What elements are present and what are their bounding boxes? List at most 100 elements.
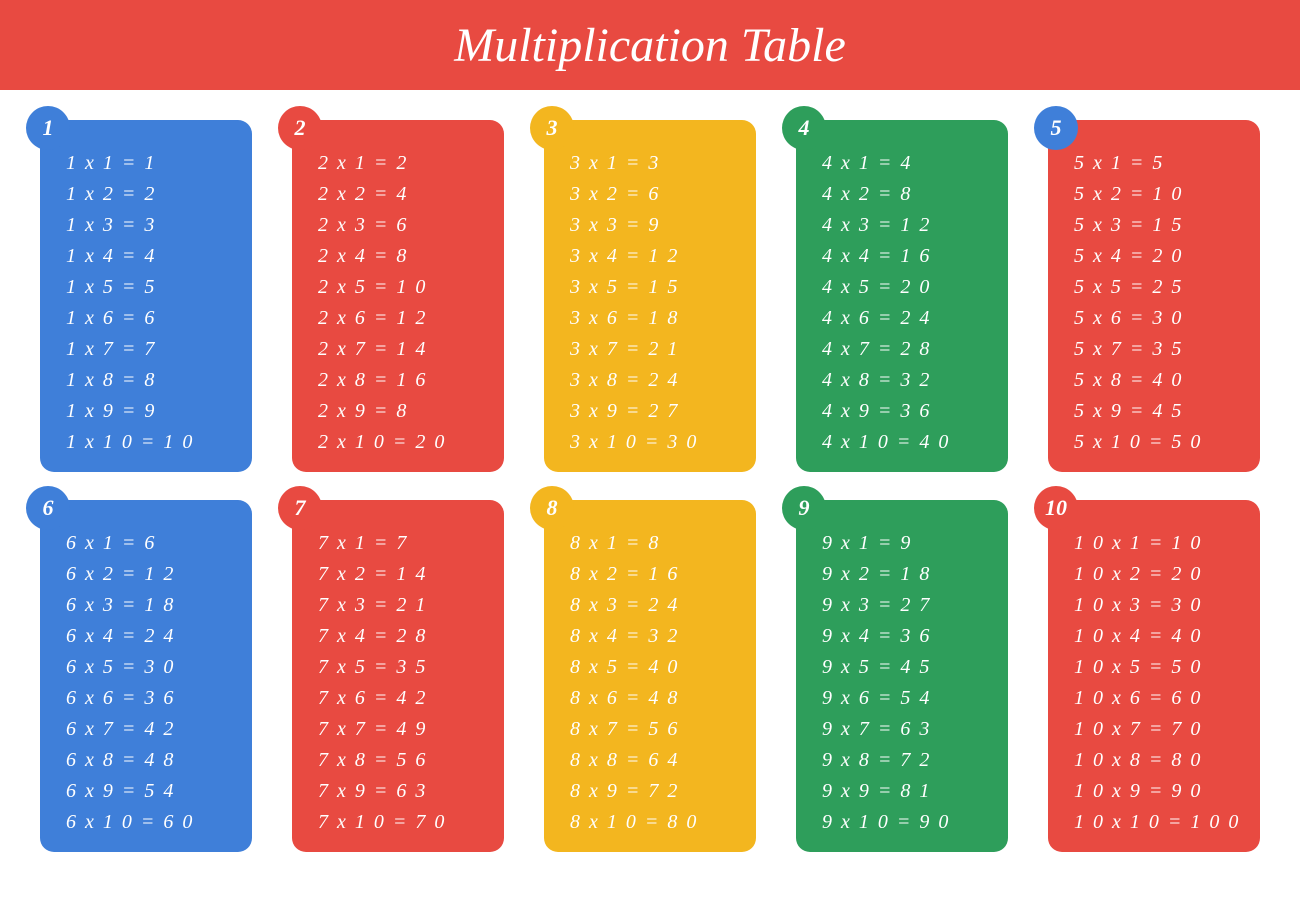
equation-row: 7 x 8 = 5 6 — [318, 745, 486, 776]
equation-row: 8 x 6 = 4 8 — [570, 683, 738, 714]
equation-row: 7 x 1 = 7 — [318, 528, 486, 559]
equation-row: 4 x 9 = 3 6 — [822, 396, 990, 427]
equation-row: 4 x 2 = 8 — [822, 179, 990, 210]
equation-row: 7 x 1 0 = 7 0 — [318, 807, 486, 838]
equation-row: 6 x 5 = 3 0 — [66, 652, 234, 683]
equation-row: 5 x 8 = 4 0 — [1074, 365, 1242, 396]
equation-row: 5 x 3 = 1 5 — [1074, 210, 1242, 241]
equation-row: 8 x 2 = 1 6 — [570, 559, 738, 590]
equation-row: 9 x 5 = 4 5 — [822, 652, 990, 683]
equation-row: 8 x 7 = 5 6 — [570, 714, 738, 745]
times-table-card-1: 11 x 1 = 11 x 2 = 21 x 3 = 31 x 4 = 41 x… — [40, 120, 252, 472]
times-table-card-7: 77 x 1 = 77 x 2 = 1 47 x 3 = 2 17 x 4 = … — [292, 500, 504, 852]
card-number-badge: 8 — [530, 486, 574, 530]
equation-row: 6 x 2 = 1 2 — [66, 559, 234, 590]
equation-row: 3 x 5 = 1 5 — [570, 272, 738, 303]
times-table-card-10: 101 0 x 1 = 1 01 0 x 2 = 2 01 0 x 3 = 3 … — [1048, 500, 1260, 852]
equation-row: 2 x 4 = 8 — [318, 241, 486, 272]
page-title: Multiplication Table — [454, 18, 846, 73]
equation-row: 8 x 8 = 6 4 — [570, 745, 738, 776]
equation-row: 6 x 1 0 = 6 0 — [66, 807, 234, 838]
equation-row: 1 x 3 = 3 — [66, 210, 234, 241]
card-number-badge: 7 — [278, 486, 322, 530]
equation-row: 6 x 6 = 3 6 — [66, 683, 234, 714]
card-number-badge: 2 — [278, 106, 322, 150]
equation-row: 3 x 1 = 3 — [570, 148, 738, 179]
equation-row: 9 x 2 = 1 8 — [822, 559, 990, 590]
equation-row: 9 x 1 = 9 — [822, 528, 990, 559]
equation-row: 3 x 2 = 6 — [570, 179, 738, 210]
equation-row: 1 0 x 6 = 6 0 — [1074, 683, 1242, 714]
times-table-card-9: 99 x 1 = 99 x 2 = 1 89 x 3 = 2 79 x 4 = … — [796, 500, 1008, 852]
equation-row: 3 x 4 = 1 2 — [570, 241, 738, 272]
equation-row: 6 x 3 = 1 8 — [66, 590, 234, 621]
card-number-badge: 3 — [530, 106, 574, 150]
equation-row: 8 x 1 = 8 — [570, 528, 738, 559]
equation-row: 5 x 4 = 2 0 — [1074, 241, 1242, 272]
equation-row: 6 x 1 = 6 — [66, 528, 234, 559]
equation-row: 8 x 3 = 2 4 — [570, 590, 738, 621]
equation-row: 9 x 8 = 7 2 — [822, 745, 990, 776]
equation-row: 4 x 5 = 2 0 — [822, 272, 990, 303]
equation-row: 6 x 9 = 5 4 — [66, 776, 234, 807]
equation-row: 5 x 9 = 4 5 — [1074, 396, 1242, 427]
equation-row: 6 x 8 = 4 8 — [66, 745, 234, 776]
equation-row: 6 x 4 = 2 4 — [66, 621, 234, 652]
equation-row: 7 x 4 = 2 8 — [318, 621, 486, 652]
equation-row: 1 0 x 7 = 7 0 — [1074, 714, 1242, 745]
equation-row: 9 x 3 = 2 7 — [822, 590, 990, 621]
equation-row: 7 x 6 = 4 2 — [318, 683, 486, 714]
times-table-card-2: 22 x 1 = 22 x 2 = 42 x 3 = 62 x 4 = 82 x… — [292, 120, 504, 472]
equation-row: 7 x 5 = 3 5 — [318, 652, 486, 683]
equation-row: 7 x 9 = 6 3 — [318, 776, 486, 807]
equation-row: 5 x 6 = 3 0 — [1074, 303, 1242, 334]
equation-row: 3 x 9 = 2 7 — [570, 396, 738, 427]
equation-row: 8 x 1 0 = 8 0 — [570, 807, 738, 838]
equation-row: 8 x 9 = 7 2 — [570, 776, 738, 807]
card-number-badge: 9 — [782, 486, 826, 530]
equation-row: 3 x 8 = 2 4 — [570, 365, 738, 396]
equation-row: 4 x 8 = 3 2 — [822, 365, 990, 396]
equation-row: 1 x 6 = 6 — [66, 303, 234, 334]
equation-row: 2 x 8 = 1 6 — [318, 365, 486, 396]
equation-row: 2 x 6 = 1 2 — [318, 303, 486, 334]
card-number-badge: 4 — [782, 106, 826, 150]
equation-row: 3 x 7 = 2 1 — [570, 334, 738, 365]
times-table-card-8: 88 x 1 = 88 x 2 = 1 68 x 3 = 2 48 x 4 = … — [544, 500, 756, 852]
equation-row: 9 x 4 = 3 6 — [822, 621, 990, 652]
equation-row: 1 x 5 = 5 — [66, 272, 234, 303]
equation-row: 8 x 4 = 3 2 — [570, 621, 738, 652]
equation-row: 2 x 9 = 8 — [318, 396, 486, 427]
equation-row: 1 0 x 1 0 = 1 0 0 — [1074, 807, 1242, 838]
equation-row: 2 x 5 = 1 0 — [318, 272, 486, 303]
card-number-badge: 1 — [26, 106, 70, 150]
tables-grid: 11 x 1 = 11 x 2 = 21 x 3 = 31 x 4 = 41 x… — [0, 90, 1300, 872]
equation-row: 2 x 3 = 6 — [318, 210, 486, 241]
equation-row: 1 0 x 1 = 1 0 — [1074, 528, 1242, 559]
equation-row: 9 x 6 = 5 4 — [822, 683, 990, 714]
page-title-banner: Multiplication Table — [0, 0, 1300, 90]
equation-row: 5 x 5 = 2 5 — [1074, 272, 1242, 303]
equation-row: 2 x 7 = 1 4 — [318, 334, 486, 365]
equation-row: 1 0 x 9 = 9 0 — [1074, 776, 1242, 807]
equation-row: 2 x 1 = 2 — [318, 148, 486, 179]
equation-row: 1 x 9 = 9 — [66, 396, 234, 427]
equation-row: 6 x 7 = 4 2 — [66, 714, 234, 745]
equation-row: 8 x 5 = 4 0 — [570, 652, 738, 683]
equation-row: 7 x 3 = 2 1 — [318, 590, 486, 621]
equation-row: 7 x 7 = 4 9 — [318, 714, 486, 745]
equation-row: 1 x 8 = 8 — [66, 365, 234, 396]
card-number-badge: 5 — [1034, 106, 1078, 150]
equation-row: 1 x 7 = 7 — [66, 334, 234, 365]
equation-row: 1 x 2 = 2 — [66, 179, 234, 210]
equation-row: 7 x 2 = 1 4 — [318, 559, 486, 590]
equation-row: 1 0 x 3 = 3 0 — [1074, 590, 1242, 621]
times-table-card-4: 44 x 1 = 44 x 2 = 84 x 3 = 1 24 x 4 = 1 … — [796, 120, 1008, 472]
times-table-card-3: 33 x 1 = 33 x 2 = 63 x 3 = 93 x 4 = 1 23… — [544, 120, 756, 472]
equation-row: 4 x 3 = 1 2 — [822, 210, 990, 241]
equation-row: 1 x 4 = 4 — [66, 241, 234, 272]
equation-row: 4 x 1 = 4 — [822, 148, 990, 179]
card-number-badge: 10 — [1034, 486, 1078, 530]
equation-row: 9 x 1 0 = 9 0 — [822, 807, 990, 838]
equation-row: 9 x 7 = 6 3 — [822, 714, 990, 745]
